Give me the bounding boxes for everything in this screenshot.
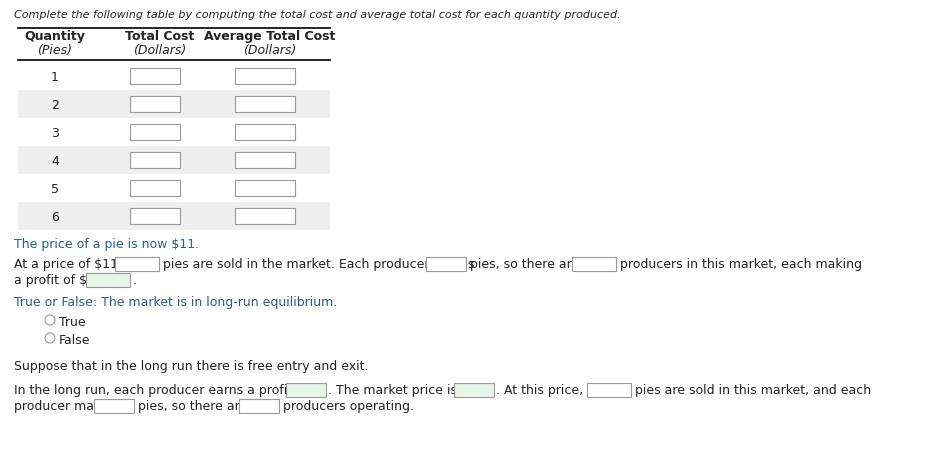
Text: In the long run, each producer earns a profit of $: In the long run, each producer earns a p…	[14, 384, 320, 397]
Bar	[235, 124, 295, 140]
Bar	[235, 180, 295, 196]
Text: pies, so there are: pies, so there are	[471, 258, 580, 271]
Bar	[286, 383, 326, 397]
Bar	[18, 146, 330, 174]
Text: pies are sold in the market. Each producer makes: pies are sold in the market. Each produc…	[163, 258, 475, 271]
Bar	[235, 96, 295, 112]
Text: False: False	[59, 334, 91, 347]
Text: True: True	[59, 316, 86, 329]
Text: Quantity: Quantity	[25, 30, 85, 43]
Text: (Pies): (Pies)	[38, 44, 72, 57]
Bar	[572, 257, 616, 271]
Text: . At this price,: . At this price,	[496, 384, 584, 397]
Bar	[130, 68, 180, 84]
Bar	[586, 383, 631, 397]
Text: 6: 6	[51, 211, 59, 224]
Bar	[454, 383, 494, 397]
Bar	[239, 399, 278, 413]
Bar	[235, 68, 295, 84]
Text: 1: 1	[51, 71, 59, 84]
Bar	[426, 257, 466, 271]
Bar	[130, 124, 180, 140]
Bar	[86, 273, 130, 287]
Bar	[116, 257, 159, 271]
Text: producers in this market, each making: producers in this market, each making	[620, 258, 861, 271]
Text: Suppose that in the long run there is free entry and exit.: Suppose that in the long run there is fr…	[14, 360, 368, 373]
Bar	[235, 208, 295, 224]
Text: The price of a pie is now $11.: The price of a pie is now $11.	[14, 238, 199, 251]
Text: a profit of $: a profit of $	[14, 274, 87, 287]
Text: 2: 2	[51, 99, 59, 112]
Text: (Dollars): (Dollars)	[243, 44, 297, 57]
Text: pies, so there are: pies, so there are	[138, 400, 247, 413]
Text: At a price of $11,: At a price of $11,	[14, 258, 122, 271]
Bar	[130, 180, 180, 196]
Text: producers operating.: producers operating.	[283, 400, 413, 413]
Text: 4: 4	[51, 155, 59, 168]
Text: producer makes: producer makes	[14, 400, 115, 413]
Text: Average Total Cost: Average Total Cost	[204, 30, 336, 43]
Text: Complete the following table by computing the total cost and average total cost : Complete the following table by computin…	[14, 10, 621, 20]
Text: . The market price is $: . The market price is $	[328, 384, 469, 397]
Text: 3: 3	[51, 127, 59, 140]
Text: 5: 5	[51, 183, 59, 196]
Text: (Dollars): (Dollars)	[133, 44, 187, 57]
Text: True or False: The market is in long-run equilibrium.: True or False: The market is in long-run…	[14, 296, 338, 309]
Text: pies are sold in this market, and each: pies are sold in this market, and each	[635, 384, 870, 397]
Bar	[18, 90, 330, 118]
Bar	[18, 202, 330, 230]
Text: Total Cost: Total Cost	[126, 30, 194, 43]
Bar	[93, 399, 133, 413]
Bar	[235, 152, 295, 168]
Text: .: .	[132, 274, 136, 287]
Bar	[130, 152, 180, 168]
Bar	[130, 96, 180, 112]
Bar	[130, 208, 180, 224]
